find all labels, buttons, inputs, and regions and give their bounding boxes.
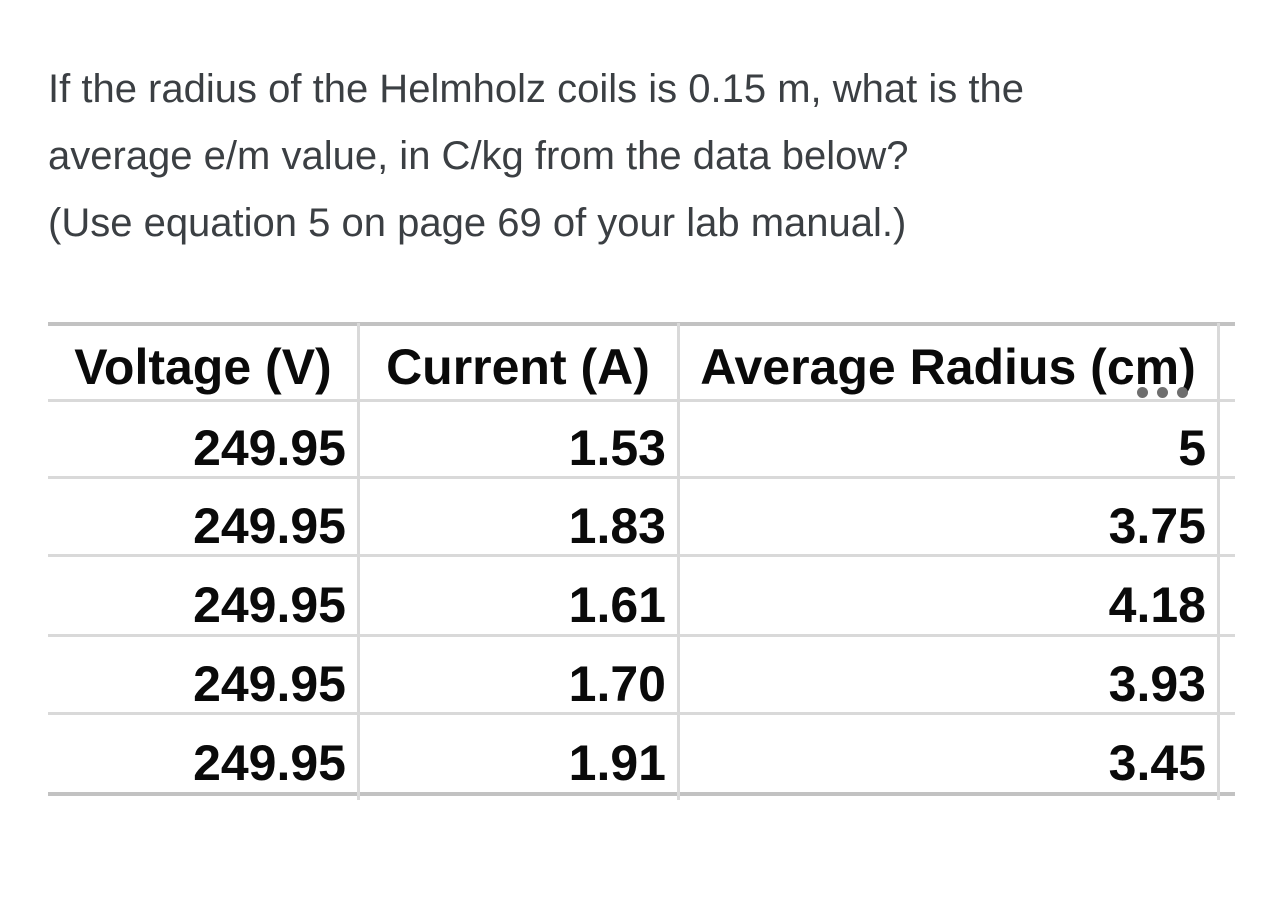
- cell-radius: 3.75: [1108, 498, 1206, 554]
- cell-voltage: 249.95: [193, 498, 346, 554]
- cell-current: 1.61: [568, 577, 666, 633]
- cell-radius: 3.45: [1108, 735, 1206, 791]
- table-gridline: [48, 554, 1235, 557]
- cell-voltage: 249.95: [193, 656, 346, 712]
- dot-icon: [1137, 387, 1148, 398]
- header-voltage: Voltage (V): [74, 339, 332, 395]
- table-gridline-vertical: [357, 323, 360, 800]
- cell-voltage: 249.95: [193, 735, 346, 791]
- table-top-border: [48, 322, 1235, 326]
- question-line-2: average e/m value, in C/kg from the data…: [48, 134, 909, 178]
- dot-icon: [1157, 387, 1168, 398]
- cell-radius: 3.93: [1108, 656, 1206, 712]
- table-gridline: [48, 476, 1235, 479]
- question: If the radius of the Helmholz coils is 0…: [48, 56, 1024, 257]
- cell-radius: 4.18: [1108, 577, 1206, 633]
- header-average-radius: Average Radius (cm): [700, 339, 1196, 395]
- cell-voltage: 249.95: [193, 420, 346, 476]
- cell-current: 1.83: [568, 498, 666, 554]
- cell-current: 1.70: [568, 656, 666, 712]
- question-line-3: (Use equation 5 on page 69 of your lab m…: [48, 201, 907, 245]
- cell-voltage: 249.95: [193, 577, 346, 633]
- table-gridline: [48, 712, 1235, 715]
- cell-radius: 5: [1178, 420, 1206, 476]
- question-line-1: If the radius of the Helmholz coils is 0…: [48, 67, 1024, 111]
- header-current: Current (A): [386, 339, 650, 395]
- table-gridline: [48, 399, 1235, 402]
- table-gridline-vertical: [1217, 323, 1220, 800]
- cell-current: 1.91: [568, 735, 666, 791]
- dot-icon: [1177, 387, 1188, 398]
- table-gridline: [48, 634, 1235, 637]
- table-bottom-border: [48, 792, 1235, 796]
- cell-current: 1.53: [568, 420, 666, 476]
- table-gridline-vertical: [677, 323, 680, 800]
